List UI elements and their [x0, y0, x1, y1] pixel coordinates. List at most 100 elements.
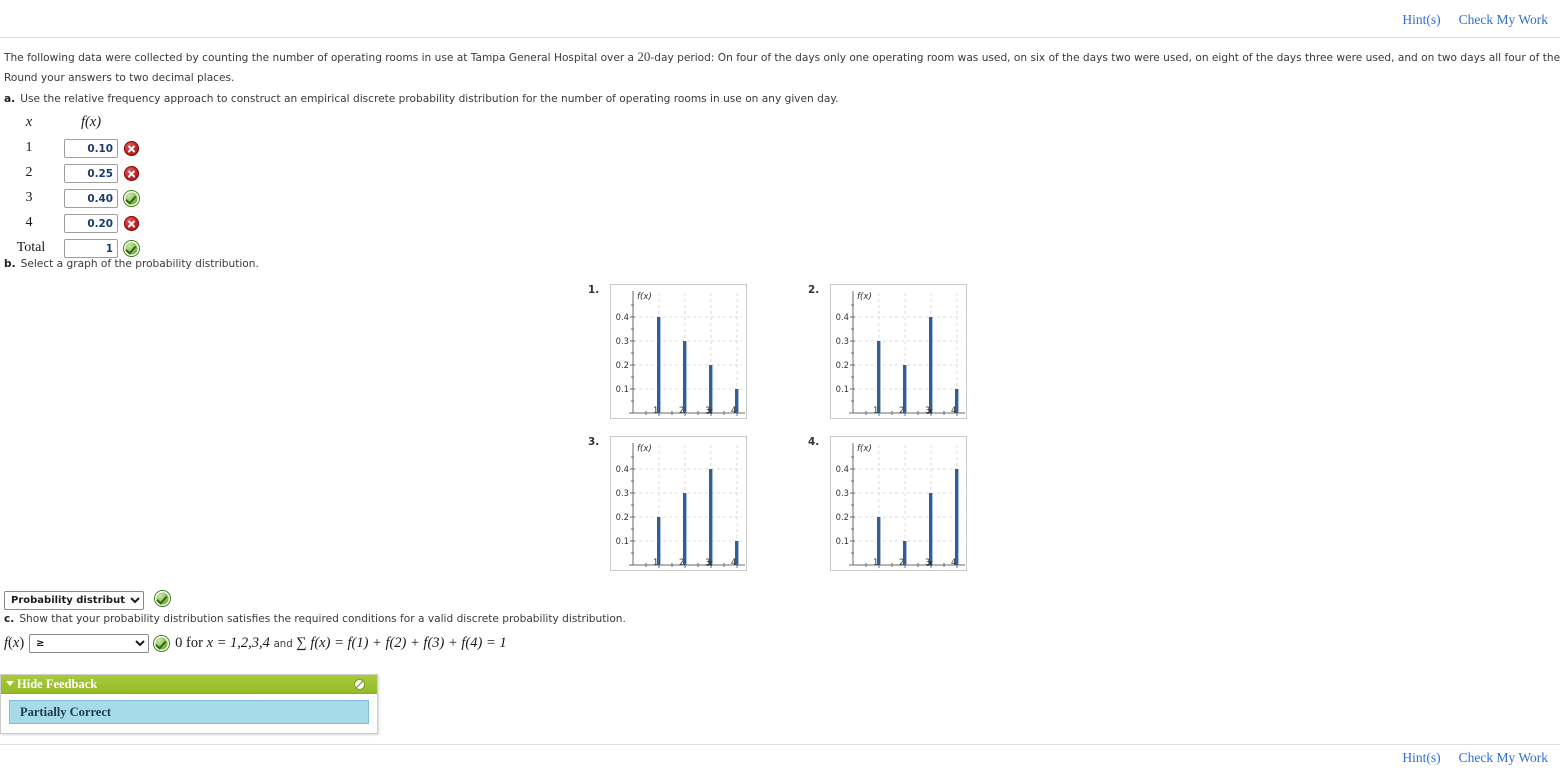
- check-my-work-link-top[interactable]: Check My Work: [1458, 12, 1548, 27]
- rounding-note: Round your answers to two decimal places…: [4, 72, 235, 84]
- part-c-prompt: c. Show that your probability distributio…: [4, 612, 626, 626]
- graph-3-plot: 0.1 0.2 0.3 0.4 1 2 3 4 f(x) x 1 2 3 4: [610, 436, 747, 571]
- total-input-cell: [58, 235, 124, 260]
- status-badge: Partially Correct: [20, 704, 112, 719]
- graph-4-xticks-row: 1 2 3 4: [851, 557, 961, 571]
- condition-and: and: [273, 639, 293, 650]
- correct-icon: [124, 241, 139, 256]
- graph-1-svg: 0.1 0.2 0.3 0.4 1 2 3 4 f(x): [616, 291, 745, 418]
- svg-text:4: 4: [954, 417, 959, 418]
- bars: [657, 317, 739, 413]
- bars: [877, 469, 959, 565]
- graph-1-xtick-2: 2: [679, 405, 685, 415]
- graph-1-plot: 0.1 0.2 0.3 0.4 1 2 3 4 f(x) x 1 2 3 4: [610, 284, 747, 419]
- svg-text:2: 2: [682, 569, 687, 570]
- x-tick-labels: 1 2 3 4: [656, 417, 739, 418]
- hints-link-top[interactable]: Hint(s): [1402, 12, 1441, 27]
- y-ticks: [630, 304, 635, 402]
- svg-text:0.3: 0.3: [836, 488, 849, 498]
- part-a-letter: a.: [4, 93, 16, 105]
- row-x-value-3: 3: [25, 189, 33, 205]
- svg-text:4: 4: [734, 417, 739, 418]
- problem-days-count: 20: [637, 49, 651, 64]
- row-x-value-4: 4: [25, 214, 33, 230]
- feedback-status-banner: Partially Correct: [9, 700, 369, 724]
- svg-text:0.2: 0.2: [616, 512, 629, 522]
- graph-2-plot: 0.1 0.2 0.3 0.4 1 2 3 4 f(x) x 1 2 3 4: [830, 284, 967, 419]
- part-c-letter: c.: [4, 613, 15, 625]
- gridlines-y: [633, 316, 742, 390]
- graph-1-xtick-1: 1: [653, 405, 659, 415]
- table-row: 4: [0, 210, 150, 235]
- fx-input-4[interactable]: [64, 214, 118, 234]
- fx-input-2[interactable]: [64, 164, 118, 184]
- graph-2-xtick-2: 2: [899, 405, 905, 415]
- graph-1-xticks-row: 1 2 3 4: [631, 405, 741, 419]
- part-b-answer-row: Probability distribution #1Probability d…: [4, 588, 171, 610]
- graph-1-xlabel: x: [707, 407, 713, 417]
- graph-4-xlabel: x: [927, 559, 933, 569]
- fx-input-1[interactable]: [64, 139, 118, 159]
- incorrect-icon: [124, 141, 139, 156]
- hide-feedback-label: Hide Feedback: [17, 677, 98, 691]
- chevron-down-icon: [6, 681, 14, 686]
- svg-text:3: 3: [928, 417, 933, 418]
- pencil-icon[interactable]: [354, 679, 365, 690]
- part-a-prompt-text: Use the relative frequency approach to c…: [20, 93, 839, 105]
- svg-text:3: 3: [708, 569, 713, 570]
- bottom-divider: [0, 744, 1560, 745]
- svg-text:2: 2: [902, 569, 907, 570]
- svg-text:0.4: 0.4: [836, 464, 849, 474]
- svg-text:0.1: 0.1: [836, 536, 849, 546]
- graph-4-xtick-4: 4: [951, 557, 957, 567]
- svg-text:0.1: 0.1: [616, 384, 629, 394]
- svg-text:0.4: 0.4: [836, 312, 849, 322]
- graph-3-xtick-4: 4: [731, 557, 737, 567]
- y-tick-labels: 0.1 0.2 0.3 0.4: [616, 312, 629, 394]
- graph-3-number: 3.: [588, 436, 600, 448]
- svg-text:1: 1: [656, 569, 661, 570]
- incorrect-icon: [124, 166, 139, 181]
- graph-4-xtick-3: 3: [925, 557, 931, 567]
- graph-4-number: 4.: [808, 436, 820, 448]
- graph-3-svg: 0.1 0.2 0.3 0.4 1 2 3 4 f(x): [616, 443, 745, 570]
- fx-input-3[interactable]: [64, 189, 118, 209]
- svg-text:0.2: 0.2: [616, 360, 629, 370]
- problem-statement-part2: -day period: On four of the days only on…: [650, 52, 1560, 64]
- graph-1-number: 1.: [588, 284, 600, 296]
- graph-1-xtick-3: 3: [705, 405, 711, 415]
- graph-4-xtick-1: 1: [873, 557, 879, 567]
- condition-x-values: x = 1,2,3,4: [206, 635, 270, 651]
- graph-4-xtick-2: 2: [899, 557, 905, 567]
- top-toolbar: Hint(s) Check My Work: [1402, 12, 1548, 28]
- svg-text:0.3: 0.3: [616, 488, 629, 498]
- grade-cell-4: [124, 210, 150, 235]
- svg-text:0.1: 0.1: [616, 536, 629, 546]
- correct-icon: [155, 591, 171, 606]
- svg-text:3: 3: [928, 569, 933, 570]
- part-b-prompt: b. Select a graph of the probability dist…: [4, 257, 259, 271]
- graph-2-xlabel: x: [927, 407, 933, 417]
- check-my-work-link-bottom[interactable]: Check My Work: [1458, 750, 1548, 765]
- svg-text:1: 1: [656, 417, 661, 418]
- correct-icon: [124, 191, 139, 206]
- feedback-body: Partially Correct: [1, 694, 377, 730]
- probability-distribution-table: x f(x) 1 2 3: [0, 110, 150, 260]
- inequality-select[interactable]: ≥>≤<=: [29, 634, 150, 653]
- graph-3-xtick-1: 1: [653, 557, 659, 567]
- graph-4-svg: 0.1 0.2 0.3 0.4 1 2 3 4 f(x): [836, 443, 965, 570]
- column-header-mark: [124, 110, 150, 135]
- svg-text:1: 1: [876, 417, 881, 418]
- hints-link-bottom[interactable]: Hint(s): [1402, 750, 1441, 765]
- total-input[interactable]: [64, 239, 118, 259]
- graph-2-xtick-3: 3: [925, 405, 931, 415]
- distribution-select[interactable]: Probability distribution #1Probability d…: [4, 591, 144, 610]
- incorrect-icon: [124, 216, 139, 231]
- feedback-header[interactable]: Hide Feedback: [1, 675, 377, 694]
- y-axis-label: f(x): [857, 444, 872, 454]
- fx-label: f(x): [4, 635, 25, 651]
- table-row: 2: [0, 160, 150, 185]
- problem-statement: The following data were collected by cou…: [4, 50, 1560, 65]
- y-axis-label: f(x): [637, 444, 652, 454]
